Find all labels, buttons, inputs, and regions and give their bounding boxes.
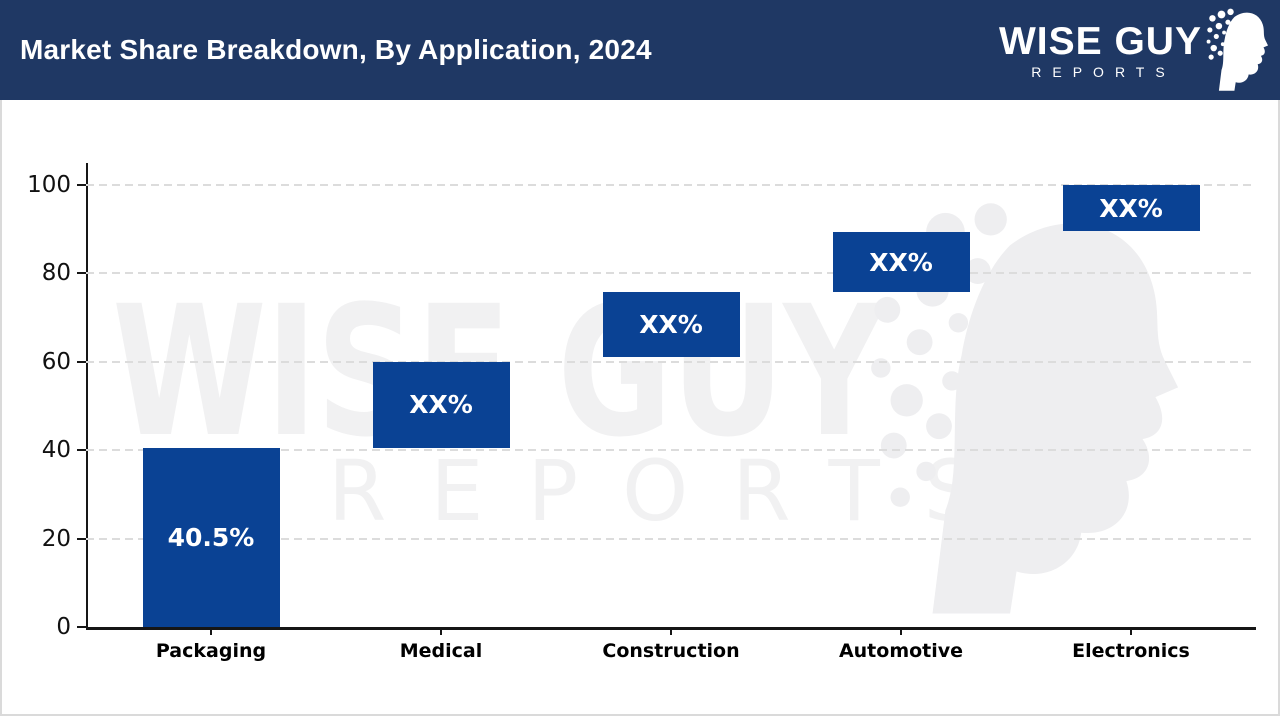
bar-medical: XX% [372, 361, 510, 448]
bar-value-label: 40.5% [167, 522, 255, 552]
bar-packaging: 40.5% [142, 447, 280, 627]
y-tick-mark [77, 360, 86, 363]
y-tick-mark [77, 184, 86, 186]
bar-value-label: XX% [869, 247, 933, 277]
x-category-label-electronics: Electronics [1072, 640, 1190, 662]
logo-line1: WISE GUY [998, 19, 1202, 63]
y-tick-label: 20 [41, 525, 71, 552]
y-tick-mark [77, 272, 86, 275]
logo-wordmark: WISE GUY REPORTS [999, 22, 1202, 79]
y-tick-mark [77, 537, 86, 540]
y-tick-mark [77, 626, 86, 628]
logo-face-icon [1206, 8, 1269, 91]
bar-value-label: XX% [639, 310, 703, 340]
y-tick-label: 40 [41, 437, 71, 464]
x-category-label-medical: Medical [399, 640, 483, 662]
header: Market Share Breakdown, By Application, … [0, 0, 1280, 100]
gridline-60 [86, 360, 1256, 363]
y-tick-label: 0 [56, 614, 71, 640]
logo-line2: REPORTS [1031, 63, 1176, 80]
x-tick-mark [900, 627, 902, 635]
x-tick-mark [1130, 627, 1132, 635]
bar-automotive: XX% [832, 232, 970, 292]
gridline-40 [86, 449, 1256, 452]
wise-guy-logo: WISE GUY REPORTS [999, 0, 1270, 100]
bar-value-label: XX% [409, 390, 473, 420]
y-tick-label: 100 [27, 172, 71, 198]
y-tick-mark [77, 449, 86, 452]
gridline-100 [86, 184, 1256, 186]
bar-value-label: XX% [1099, 193, 1163, 223]
page-title: Market Share Breakdown, By Application, … [20, 34, 652, 65]
bar-construction: XX% [602, 291, 740, 358]
bar-electronics: XX% [1062, 185, 1200, 232]
x-category-label-automotive: Automotive [838, 640, 964, 662]
x-category-label-packaging: Packaging [155, 640, 267, 662]
x-tick-mark [440, 627, 442, 635]
x-category-label-construction: Construction [602, 640, 740, 662]
x-tick-mark [670, 627, 672, 635]
y-axis-line [86, 163, 88, 629]
x-tick-mark [210, 627, 212, 635]
gridline-20 [86, 537, 1256, 540]
y-tick-label: 60 [41, 348, 71, 375]
gridline-80 [86, 272, 1256, 275]
y-tick-label: 80 [41, 260, 71, 287]
